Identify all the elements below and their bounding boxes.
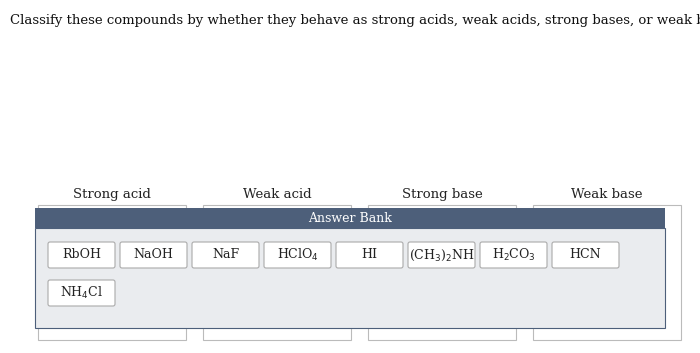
Text: Classify these compounds by whether they behave as strong acids, weak acids, str: Classify these compounds by whether they… [10,14,700,27]
Text: Strong acid: Strong acid [73,188,151,201]
Text: NaF: NaF [212,249,239,262]
Bar [203,205,351,340]
Bar [35,228,665,328]
Text: RbOH: RbOH [62,249,101,262]
Text: Answer Bank: Answer Bank [308,211,392,225]
Text: NH$_4$Cl: NH$_4$Cl [60,285,103,301]
FancyBboxPatch shape [408,242,475,268]
FancyBboxPatch shape [336,242,403,268]
FancyBboxPatch shape [480,242,547,268]
Text: (CH$_3$)$_2$NH: (CH$_3$)$_2$NH [409,247,475,263]
Text: Strong base: Strong base [402,188,482,201]
Text: HCN: HCN [570,249,601,262]
FancyBboxPatch shape [552,242,619,268]
FancyBboxPatch shape [48,280,115,306]
Text: NaOH: NaOH [134,249,174,262]
Text: HI: HI [361,249,377,262]
Bar [38,205,186,340]
Bar [533,205,681,340]
Bar [35,208,665,228]
Text: Weak base: Weak base [571,188,643,201]
FancyBboxPatch shape [264,242,331,268]
Text: H$_2$CO$_3$: H$_2$CO$_3$ [491,247,536,263]
FancyBboxPatch shape [192,242,259,268]
Text: HClO$_4$: HClO$_4$ [276,247,318,263]
FancyBboxPatch shape [120,242,187,268]
Text: Weak acid: Weak acid [243,188,312,201]
Bar [368,205,516,340]
FancyBboxPatch shape [48,242,115,268]
